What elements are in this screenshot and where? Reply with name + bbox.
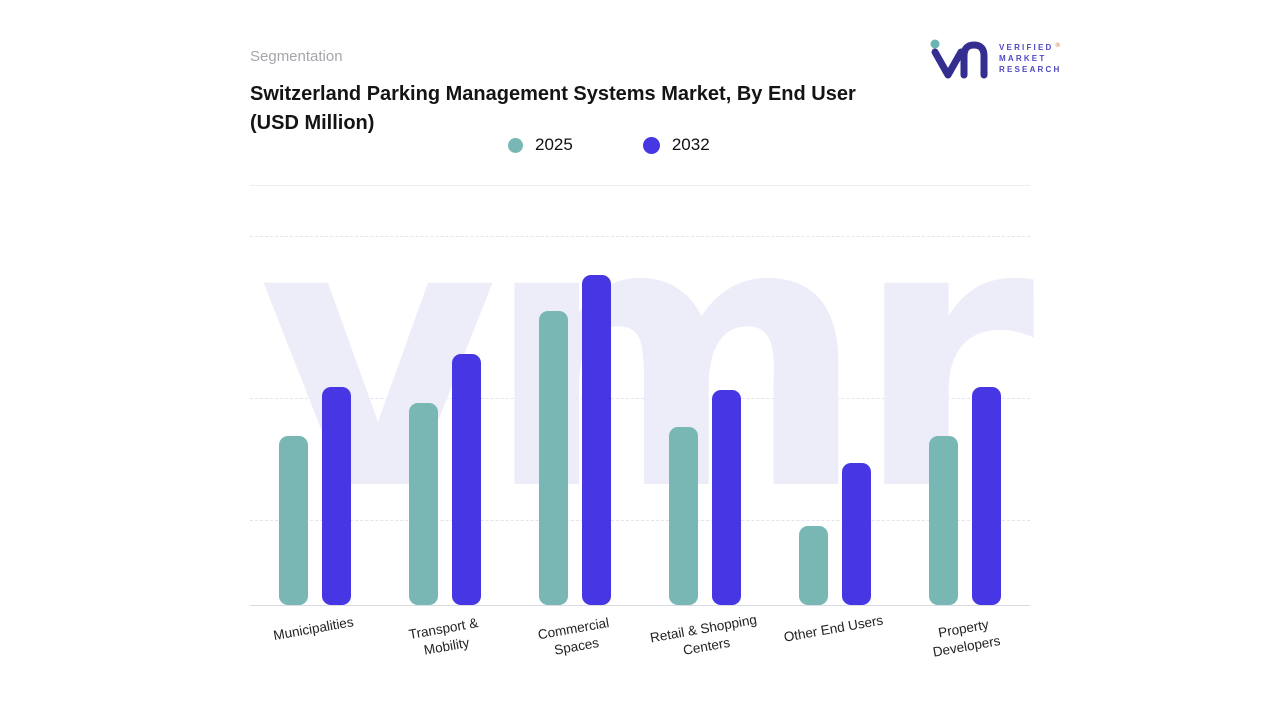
category-label: Property Developers	[931, 616, 1002, 660]
bar-2025	[539, 310, 568, 605]
bar-2032	[452, 353, 481, 605]
header-divider	[250, 185, 1030, 186]
bar-group	[539, 225, 611, 605]
bar-2032	[712, 390, 741, 605]
bar-2025	[929, 436, 958, 605]
bar-2032	[972, 386, 1001, 605]
vmr-logo: VERIFIED ® MARKET RESEARCH	[928, 36, 1062, 80]
registered-mark: ®	[1055, 42, 1060, 49]
logo-line-verified: VERIFIED ®	[999, 42, 1060, 52]
category-label: Commercial Spaces	[536, 615, 611, 658]
bar-2025	[669, 426, 698, 605]
vmr-logo-mark-icon	[930, 39, 988, 79]
bar-group	[929, 225, 1001, 605]
bar-group	[669, 225, 741, 605]
plot-area	[250, 225, 1030, 605]
bar-2025	[279, 436, 308, 605]
logo-line-market: MARKET	[999, 53, 1047, 63]
bar-2032	[582, 274, 611, 605]
category-label: Retail & Shopping Centers	[648, 611, 758, 658]
bar-2025	[799, 525, 828, 605]
logo-line-research: RESEARCH	[999, 64, 1062, 74]
category-label: Transport & Mobility	[407, 615, 480, 658]
legend-label-2032: 2032	[671, 135, 710, 154]
vmr-logo-text: VERIFIED ® MARKET RESEARCH	[999, 43, 1062, 74]
legend-label-2025: 2025	[535, 135, 573, 154]
legend-item-2032: 2032	[642, 135, 710, 155]
segmentation-label: Segmentation	[250, 48, 343, 65]
category-labels: Municipalities Transport & Mobility Commerc…	[250, 612, 1030, 659]
legend-item-2025: 2025	[508, 135, 573, 155]
bar-group	[279, 225, 351, 605]
gridline	[250, 397, 1030, 399]
bar-2025	[409, 403, 438, 605]
bar-2032	[322, 386, 351, 605]
bar-group	[409, 225, 481, 605]
bar-2032	[842, 462, 871, 605]
category-label: Municipalities	[272, 614, 355, 644]
bar-group	[799, 225, 871, 605]
chart-title: Switzerland Parking Management Systems M…	[250, 83, 856, 134]
legend-swatch-2025-icon	[508, 137, 523, 153]
bar-chart: vmr	[250, 173, 1035, 606]
legend: 2025 2032	[508, 135, 710, 155]
legend-swatch-2032-icon	[642, 136, 660, 154]
gridline	[250, 236, 1030, 238]
category-label: Other End Users	[782, 612, 885, 645]
gridline	[250, 519, 1030, 521]
